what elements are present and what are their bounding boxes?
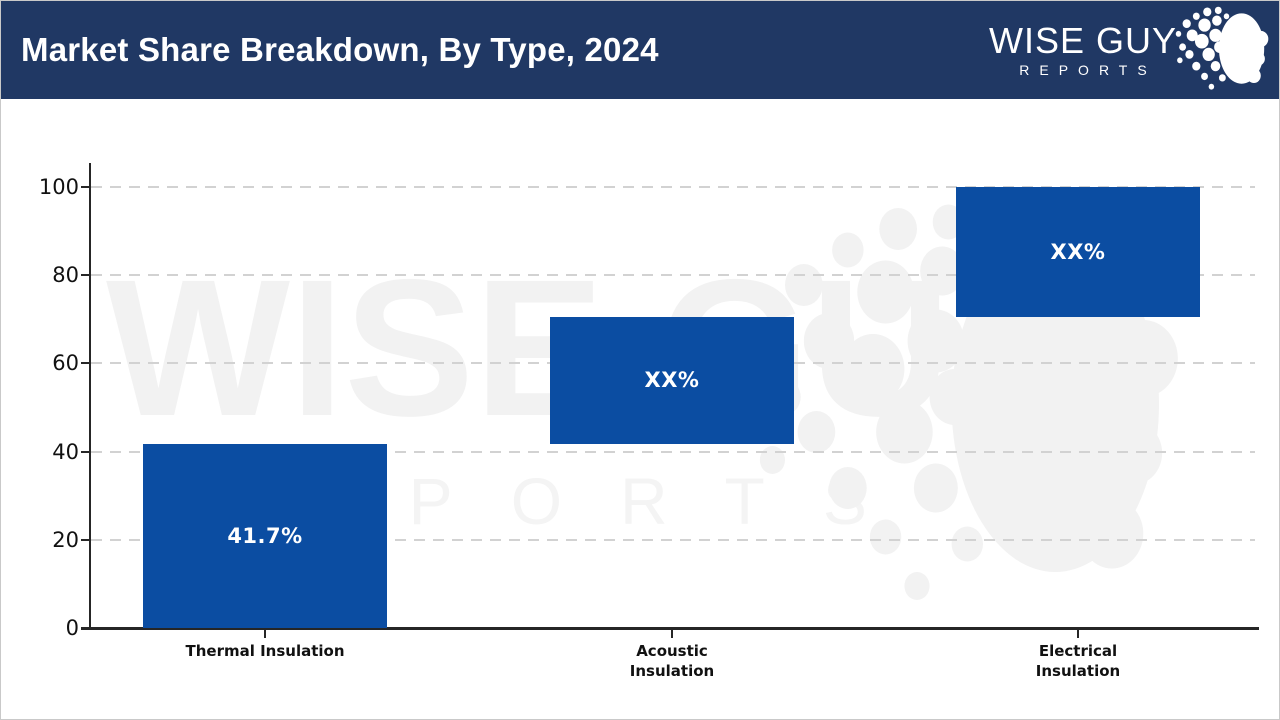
x-tick-electrical: [1077, 630, 1079, 638]
y-tick-0: [81, 627, 89, 629]
logo-wordmark: WISE GUY: [988, 20, 1177, 61]
logo-face-icon: [1175, 6, 1269, 90]
category-label-line: Insulation: [629, 662, 715, 680]
y-tick-label: 80: [52, 263, 79, 288]
category-label-thermal: Thermal Insulation: [143, 641, 387, 661]
y-tick-60: [81, 362, 89, 365]
gridline-20: [91, 538, 1255, 541]
y-tick-100: [81, 186, 89, 188]
y-tick-label: 60: [52, 351, 79, 376]
bar-value-label: XX%: [644, 368, 700, 393]
wise-guy-reports-logo: WISE GUY REPORTS: [989, 1, 1269, 99]
gridline-100: [91, 186, 1255, 188]
page-title: Market Share Breakdown, By Type, 2024: [21, 31, 659, 68]
y-axis-line: [89, 163, 91, 629]
bar-acoustic-insulation: XX%: [550, 316, 794, 445]
bar-value-label: XX%: [1050, 239, 1106, 264]
y-tick-label: 40: [52, 439, 79, 464]
y-tick-label: 0: [65, 616, 79, 640]
bar-value-label: 41.7%: [227, 524, 303, 549]
bar-thermal-insulation: 41.7%: [143, 444, 387, 628]
category-label-line: Thermal Insulation: [185, 642, 345, 660]
category-label-electrical: Electrical Insulation: [956, 641, 1200, 681]
y-tick-label: 20: [52, 527, 79, 552]
y-tick-80: [81, 274, 89, 277]
category-label-line: Electrical: [1038, 642, 1118, 660]
bar-electrical-insulation: XX%: [956, 187, 1200, 317]
y-tick-20: [81, 538, 89, 541]
logo-text: WISE GUY REPORTS: [988, 20, 1177, 79]
x-tick-thermal: [264, 630, 266, 638]
x-tick-acoustic: [671, 630, 673, 638]
category-label-acoustic: Acoustic Insulation: [550, 641, 794, 681]
header-bar: Market Share Breakdown, By Type, 2024 WI…: [1, 1, 1279, 99]
gridline-40: [91, 450, 1255, 453]
category-label-line: Acoustic: [636, 642, 708, 660]
logo-subtitle: REPORTS: [1019, 62, 1157, 78]
y-tick-label: 100: [38, 175, 79, 199]
x-axis-line: [81, 627, 1259, 630]
gridline-80: [91, 274, 1255, 277]
category-label-line: Insulation: [1035, 662, 1121, 680]
y-tick-40: [81, 450, 89, 453]
